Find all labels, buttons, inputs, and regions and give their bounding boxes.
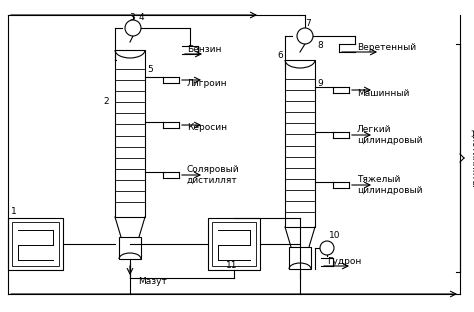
Bar [12,222,59,266]
Text: Лигроин: Лигроин [187,79,228,87]
Text: Дистилляты: Дистилляты [470,129,474,188]
Text: 9: 9 [317,80,323,89]
Text: 4: 4 [139,12,145,22]
Bar [115,50,145,217]
Text: 3: 3 [129,12,135,22]
Bar [8,218,63,270]
Text: 7: 7 [305,18,311,27]
Bar [119,237,141,259]
Bar [289,247,311,269]
Circle shape [297,28,313,44]
Circle shape [320,241,334,255]
Circle shape [125,20,141,36]
Text: Бензин: Бензин [187,46,221,55]
Text: Гудрон: Гудрон [327,257,361,266]
Text: 6: 6 [277,51,283,61]
Text: 8: 8 [317,41,323,51]
Bar [285,60,315,227]
Text: Веретенный: Веретенный [357,43,416,52]
Bar [212,222,256,266]
Text: 2: 2 [103,97,109,106]
Text: Соляровый
дистиллят: Соляровый дистиллят [187,165,240,185]
Text: Керосин: Керосин [187,124,227,133]
Text: Тяжелый
цилиндровый: Тяжелый цилиндровый [357,175,422,195]
Text: 11: 11 [226,261,238,271]
Bar [208,218,260,270]
Text: Мазут: Мазут [138,277,167,286]
Text: 10: 10 [329,232,340,241]
Text: 1: 1 [11,207,17,216]
Text: Машинный: Машинный [357,89,410,97]
Text: 5: 5 [147,65,153,74]
Text: Легкий
цилиндровый: Легкий цилиндровый [357,125,422,145]
